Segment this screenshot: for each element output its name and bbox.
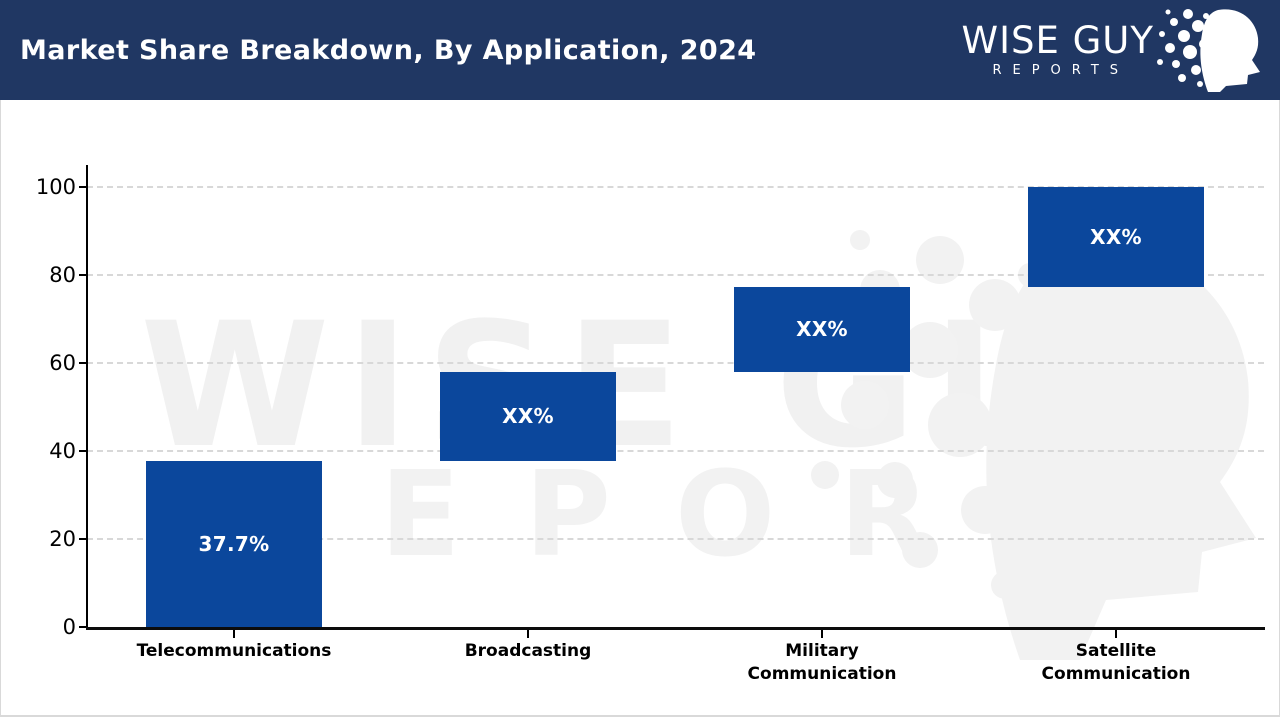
bar-telecommunications: 37.7% <box>146 461 322 627</box>
logo-wordmark: WISE GUY <box>961 19 1154 62</box>
gridline-y100 <box>87 186 1264 188</box>
x-tick-mark <box>233 630 235 638</box>
gridline-y60 <box>87 362 1264 364</box>
y-tick-label: 20 <box>49 527 76 551</box>
wise-guy-reports-logo: WISE GUY REPORTS <box>962 4 1280 96</box>
bar-military-communication: XX% <box>734 286 910 372</box>
bar-broadcasting: XX% <box>440 371 616 462</box>
watermark-head-icon <box>770 220 1270 664</box>
x-category-label: Broadcasting <box>464 641 592 661</box>
x-tick-mark <box>1115 630 1117 638</box>
y-tick-label: 0 <box>62 615 76 639</box>
gridline-y80 <box>87 274 1264 276</box>
gridline-y20 <box>87 538 1264 540</box>
bar-value-label: 37.7% <box>198 532 270 557</box>
y-tick-label: 80 <box>49 263 76 287</box>
bar-satellite-communication: XX% <box>1028 187 1204 287</box>
bar-value-label: XX% <box>1090 224 1142 249</box>
bar-value-label: XX% <box>796 317 848 342</box>
logo-subtitle: REPORTS <box>992 63 1130 78</box>
y-axis-line <box>86 165 88 629</box>
logo-text: WISE GUY REPORTS <box>962 22 1154 78</box>
y-tick-mark <box>79 362 87 364</box>
y-tick-label: 100 <box>35 175 76 199</box>
x-category-label: Military Communication <box>747 641 897 684</box>
gridline-y40 <box>87 450 1264 452</box>
y-tick-mark <box>79 538 87 540</box>
chart-title: Market Share Breakdown, By Application, … <box>20 34 757 66</box>
x-category-label: Telecommunications <box>136 641 332 661</box>
y-tick-mark <box>79 274 87 276</box>
x-category-label: Satellite Communication <box>1041 641 1191 684</box>
x-tick-mark <box>821 630 823 638</box>
y-tick-label: 60 <box>49 351 76 375</box>
y-tick-mark <box>79 186 87 188</box>
y-tick-mark <box>79 450 87 452</box>
y-tick-label: 40 <box>49 439 76 463</box>
x-tick-mark <box>527 630 529 638</box>
y-tick-mark <box>79 626 87 628</box>
x-axis-line <box>86 627 1265 630</box>
dotted-head-logo-icon <box>1148 4 1266 96</box>
header-bar: Market Share Breakdown, By Application, … <box>0 0 1280 100</box>
bar-value-label: XX% <box>502 404 554 429</box>
